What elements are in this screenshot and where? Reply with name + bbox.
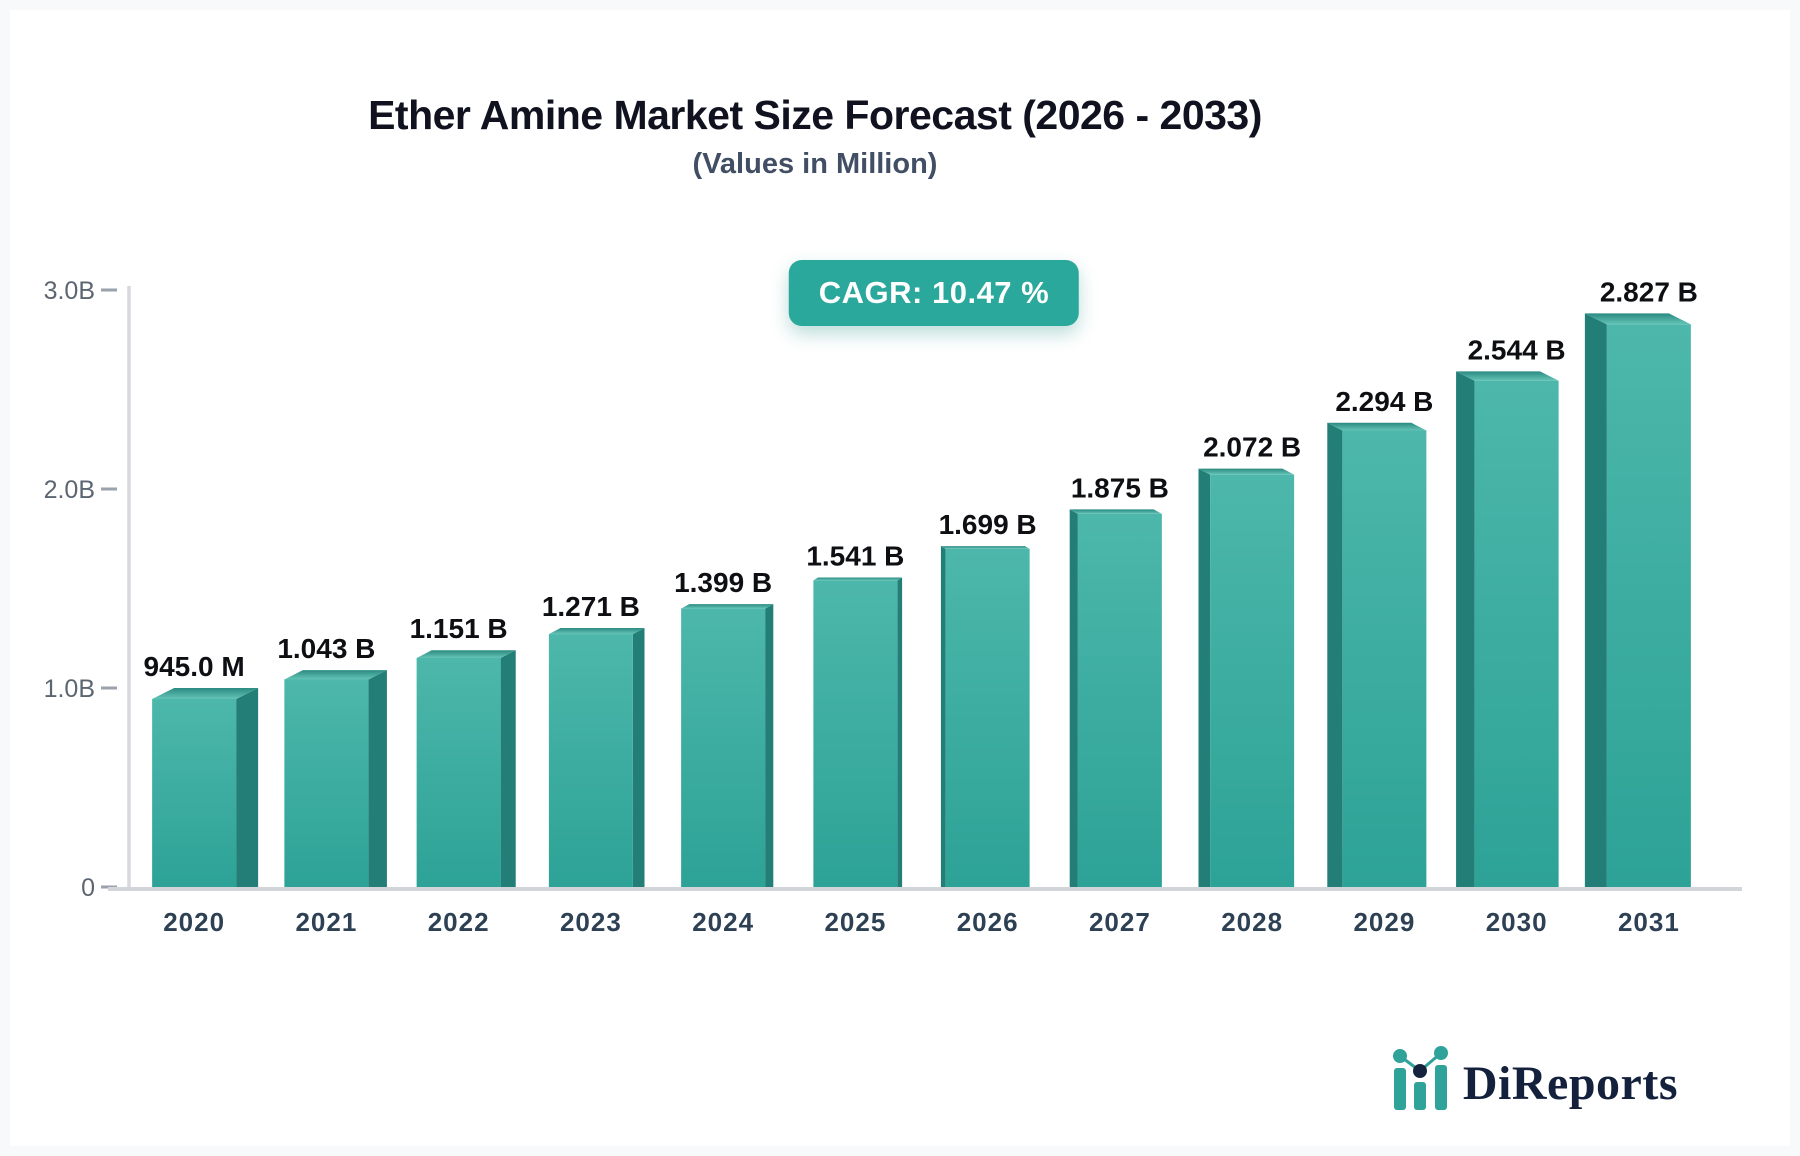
y-axis-tick-label: 1.0B (44, 675, 95, 703)
bar-top-face (284, 670, 387, 680)
bar-value-label: 2.072 B (1203, 432, 1301, 463)
bar-side-face (897, 577, 903, 887)
bar-2026: 1.699 B 2026 (939, 509, 1037, 937)
bar-value-label: 1.875 B (1071, 472, 1169, 503)
bar-top-face (1198, 468, 1295, 475)
bar-2024: 1.399 B 2024 (674, 567, 774, 937)
bar-value-label: 1.699 B (939, 509, 1037, 540)
bar-value-label: 2.827 B (1600, 276, 1698, 307)
bar-top-face (813, 577, 903, 581)
bar-value-label: 2.294 B (1335, 386, 1433, 417)
bar-2030: 2.544 B 2030 (1456, 334, 1566, 937)
bar-2022: 1.151 B 2022 (410, 613, 516, 937)
bar-2029: 2.294 B 2029 (1327, 386, 1433, 937)
bar-chart-logo-icon (1392, 1046, 1448, 1110)
bar-side-face (500, 650, 516, 887)
x-axis-label: 2024 (692, 907, 754, 937)
bar-value-label: 1.399 B (674, 567, 772, 598)
bar-top-face (940, 546, 1030, 549)
bar-front-face (681, 608, 766, 887)
bar-side-face (1069, 509, 1078, 887)
x-axis-label: 2027 (1089, 907, 1151, 937)
bar-top-face (1456, 371, 1559, 381)
bar-top-face (1584, 313, 1691, 325)
bar-front-face (1077, 513, 1162, 887)
bar-front-face (548, 634, 633, 887)
bar-2020: 945.0 M 2020 (144, 651, 259, 937)
brand-logo: DiReports (1391, 1038, 1678, 1110)
bar-front-face (813, 580, 898, 887)
chart-subtitle: (Values in Million) (692, 148, 938, 180)
bar-2031: 2.827 B 2031 (1584, 276, 1698, 937)
bar-top-face (681, 604, 774, 609)
x-axis-label: 2023 (560, 907, 622, 937)
bar-value-label: 1.043 B (277, 633, 375, 664)
bar-side-face (368, 670, 387, 887)
bar-side-face (765, 604, 774, 887)
bar-front-face (1606, 324, 1691, 887)
market-size-bar-chart: 0 1.0B 2.0B 3.0B 945.0 M 2020 1.043 B 2021 1.151… (44, 276, 1742, 937)
bar-value-label: 1.541 B (806, 541, 904, 572)
bar-side-face (1456, 371, 1475, 887)
x-axis-label: 2031 (1618, 907, 1680, 937)
bar-front-face (945, 548, 1030, 887)
bar-value-label: 945.0 M (144, 651, 245, 682)
bar-value-label: 2.544 B (1468, 334, 1566, 365)
y-axis-tick-label: 0 (81, 874, 95, 902)
bar-2023: 1.271 B 2023 (542, 591, 645, 937)
x-axis-label: 2020 (163, 907, 225, 937)
bar-value-label: 1.151 B (410, 613, 508, 644)
bar-2021: 1.043 B 2021 (277, 633, 387, 937)
bar-top-face (416, 650, 516, 658)
bar-side-face (1198, 468, 1211, 887)
bar-front-face (1342, 430, 1427, 887)
x-axis-label: 2026 (957, 907, 1019, 937)
x-axis-label: 2028 (1221, 907, 1283, 937)
x-axis-label: 2025 (824, 907, 886, 937)
bar-2027: 1.875 B 2027 (1069, 472, 1169, 937)
bar-front-face (416, 657, 501, 887)
bar-front-face (152, 698, 237, 887)
bar-side-face (1584, 313, 1607, 887)
bar-side-face (940, 546, 946, 887)
chart-card: Ether Amine Market Size Forecast (2026 -… (10, 10, 1790, 1146)
x-axis-label: 2030 (1486, 907, 1548, 937)
cagr-badge: CAGR: 10.47 % (788, 260, 1080, 326)
brand-name: DiReports (1462, 1057, 1678, 1110)
bar-front-face (1474, 380, 1559, 887)
bar-2025: 1.541 B 2025 (806, 541, 904, 937)
bar-side-face (1327, 422, 1343, 887)
bar-top-face (152, 687, 259, 699)
x-axis-label: 2029 (1353, 907, 1415, 937)
bar-front-face (284, 679, 369, 887)
x-axis-label: 2022 (428, 907, 490, 937)
bar-front-face (1210, 474, 1295, 887)
y-axis-tick-label: 2.0B (44, 476, 95, 504)
bar-side-face (236, 687, 259, 887)
bar-top-face (548, 627, 645, 635)
bar-top-face (1069, 509, 1162, 514)
bar-top-face (1327, 422, 1427, 431)
bar-side-face (632, 627, 645, 887)
bar-value-label: 1.271 B (542, 591, 640, 622)
x-axis-label: 2021 (295, 907, 357, 937)
y-axis-tick-label: 3.0B (44, 277, 95, 305)
bar-2028: 2.072 B 2028 (1198, 432, 1301, 937)
chart-title: Ether Amine Market Size Forecast (2026 -… (368, 92, 1262, 138)
